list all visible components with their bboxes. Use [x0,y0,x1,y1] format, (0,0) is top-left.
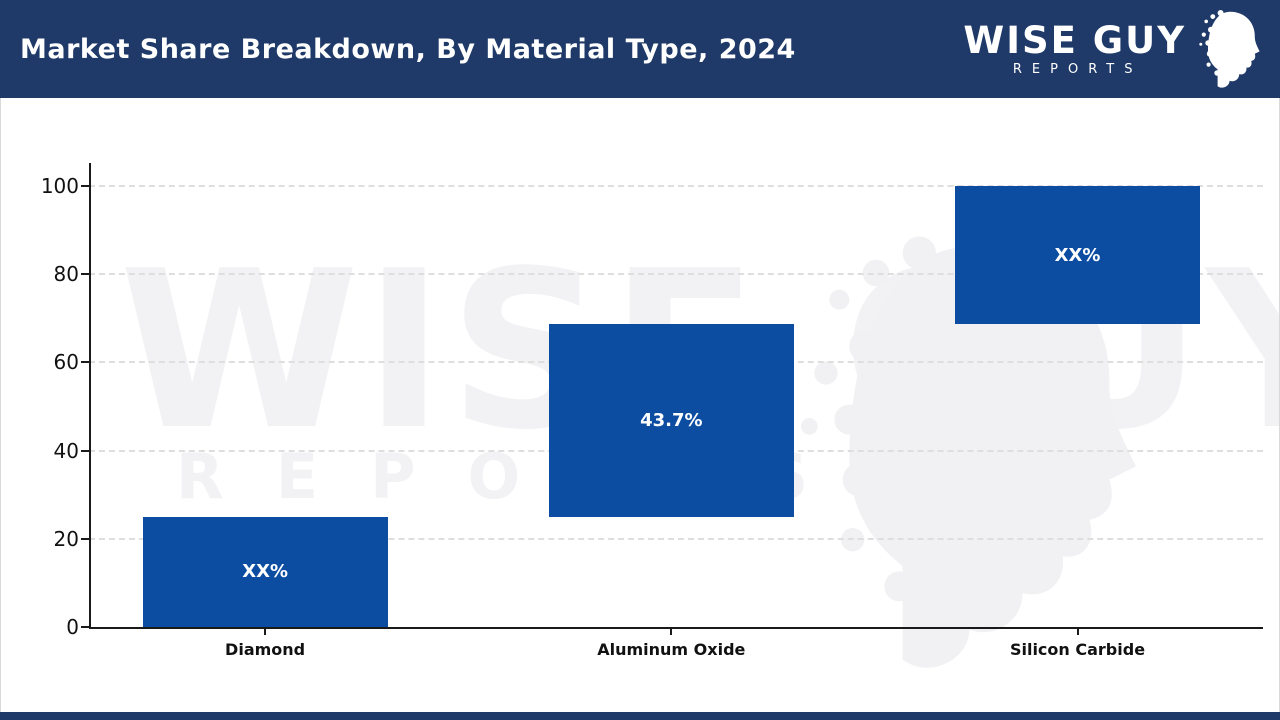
y-tick-mark [81,537,89,540]
x-category-label: Aluminum Oxide [597,640,746,659]
footer-bar [0,712,1280,720]
y-tick-mark [81,449,89,452]
x-tick-mark [264,627,267,635]
logo-face-icon [1199,10,1260,88]
bar-value-label: 43.7% [640,409,703,431]
x-tick-mark [1076,627,1079,635]
y-tick-label: 0 [66,615,79,639]
logo-subtitle: REPORTS [1012,61,1143,77]
y-tick-mark [81,626,89,628]
waterfall-bar: XX% [955,186,1200,325]
y-gridline [89,185,1263,187]
y-tick-label: 40 [53,438,79,463]
bar-value-label: XX% [242,561,288,583]
chart-canvas: WISE GUY REPORTS 020406080100XX%Diamond4… [0,98,1280,712]
logo-wordmark: WISE GUY [963,18,1186,62]
y-tick-mark [81,185,89,187]
waterfall-bar: XX% [142,516,388,627]
waterfall-bar: 43.7% [548,324,794,517]
x-tick-mark [670,627,673,635]
y-tick-label: 80 [53,262,79,287]
y-gridline [89,273,1263,276]
y-tick-mark [81,273,89,276]
wise-guy-reports-logo: WISE GUY REPORTS [963,6,1268,92]
header-bar: Market Share Breakdown, By Material Type… [0,0,1280,98]
y-tick-label: 60 [53,350,79,375]
logo-text: WISE GUY REPORTS [963,22,1186,77]
y-gridline [89,537,1263,540]
y-tick-mark [81,361,89,364]
y-axis-line [89,163,91,629]
x-category-label: Silicon Carbide [1009,640,1146,659]
x-axis-line [89,627,1263,629]
y-tick-label: 100 [40,174,79,198]
page-title: Market Share Breakdown, By Material Type… [20,33,796,65]
bar-value-label: XX% [1054,244,1101,266]
y-tick-label: 20 [53,526,79,551]
x-category-label: Diamond [225,640,306,659]
